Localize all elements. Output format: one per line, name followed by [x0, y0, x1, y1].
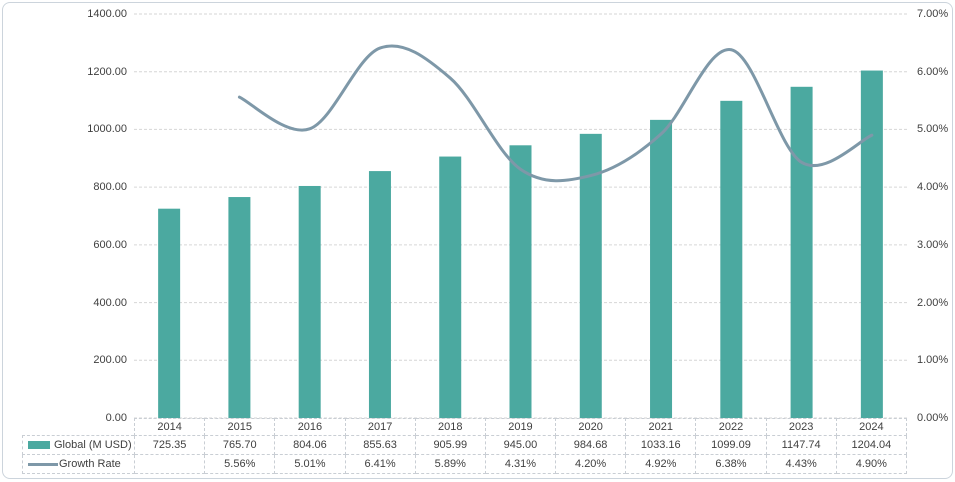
value-cell: 4.43%: [765, 454, 837, 474]
value-cell: 1204.04: [835, 435, 908, 455]
value-cell: 725.35: [133, 435, 206, 455]
bar-2019: [509, 145, 532, 419]
value-cell: 765.70: [204, 435, 276, 455]
year-cell: 2022: [695, 418, 767, 436]
value-cell: 804.06: [274, 435, 346, 455]
right-axis-tick: 5.00%: [917, 123, 949, 136]
value-cell: 4.31%: [484, 454, 557, 474]
left-axis-tick: 800.00: [93, 181, 127, 194]
legend-label: Growth Rate: [59, 458, 121, 470]
data-table: 2014 2015 2016 2017 2018 2019 2020 2021 2022 2023…: [22, 418, 908, 474]
right-axis-tick: 2.00%: [917, 296, 949, 309]
bar-2017: [368, 171, 391, 418]
bar-2016: [298, 185, 321, 418]
year-cell: 2020: [555, 418, 627, 436]
value-cell: 855.63: [344, 435, 416, 455]
value-cell: 905.99: [414, 435, 486, 455]
value-cell: 4.20%: [555, 454, 627, 474]
year-cell: 2021: [625, 418, 697, 436]
year-cell: 2023: [765, 418, 837, 436]
right-axis-tick: 4.00%: [917, 181, 949, 194]
left-axis-tick: 600.00: [93, 238, 127, 251]
bar-2020: [579, 133, 602, 418]
value-cell: 1033.16: [625, 435, 697, 455]
bar-2023: [790, 86, 813, 418]
right-axis-tick: 0.00%: [917, 412, 949, 424]
left-axis-tick: 400.00: [93, 296, 127, 309]
year-cell: 2014: [133, 418, 206, 436]
left-axis-tick: 0.00: [105, 412, 127, 424]
year-cell: 2019: [484, 418, 557, 436]
table-row-years: 2014 2015 2016 2017 2018 2019 2020 2021 2022 2023…: [23, 418, 908, 436]
right-axis-tick: 1.00%: [917, 354, 949, 367]
year-cell: 2018: [414, 418, 486, 436]
table-corner-blank: [23, 419, 135, 436]
value-cell: 4.92%: [625, 454, 697, 474]
bar-2021: [650, 119, 673, 418]
legend-label: Global (M USD): [54, 439, 132, 451]
growth-rate-line: [237, 44, 874, 183]
right-axis-tick: 7.00%: [917, 8, 949, 20]
table-row-global: Global (M USD) 725.35 765.70 804.06 855.63 90…: [22, 435, 908, 455]
value-cell: 1099.09: [695, 435, 767, 455]
left-axis-tick: 1400.00: [87, 8, 127, 20]
year-cell: 2024: [835, 418, 908, 436]
bar-2015: [228, 197, 251, 418]
table-row-growth-rate: Growth Rate 5.56% 5.01% 6.41% 5.89% 4.31% 4.20…: [22, 454, 908, 474]
value-cell: 6.38%: [695, 454, 767, 474]
right-axis-tick: 3.00%: [917, 238, 949, 251]
value-cell: 5.56%: [204, 454, 276, 474]
right-axis-tick: 6.00%: [917, 65, 949, 78]
bar-2014: [158, 208, 181, 418]
left-axis-tick: 1200.00: [87, 65, 127, 78]
value-cell: 945.00: [484, 435, 557, 455]
line-series-swatch-icon: [28, 462, 58, 466]
combo-chart-plot: [134, 13, 907, 419]
value-cell: 5.89%: [414, 454, 486, 474]
legend-cell-line: Growth Rate: [22, 454, 135, 474]
value-cell: 984.68: [555, 435, 627, 455]
value-cell: [133, 454, 206, 474]
value-cell: 1147.74: [765, 435, 837, 455]
legend-cell-bar: Global (M USD): [22, 435, 135, 455]
left-axis-tick: 200.00: [93, 354, 127, 367]
bar-2018: [439, 156, 462, 418]
value-cell: 6.41%: [344, 454, 416, 474]
bar-series-swatch-icon: [28, 441, 50, 450]
year-cell: 2016: [274, 418, 346, 436]
year-cell: 2017: [344, 418, 416, 436]
bar-2022: [720, 100, 743, 418]
value-cell: 5.01%: [274, 454, 346, 474]
year-cell: 2015: [204, 418, 276, 436]
left-axis-tick: 1000.00: [87, 123, 127, 136]
value-cell: 4.90%: [835, 454, 908, 474]
bar-2024: [860, 70, 883, 418]
